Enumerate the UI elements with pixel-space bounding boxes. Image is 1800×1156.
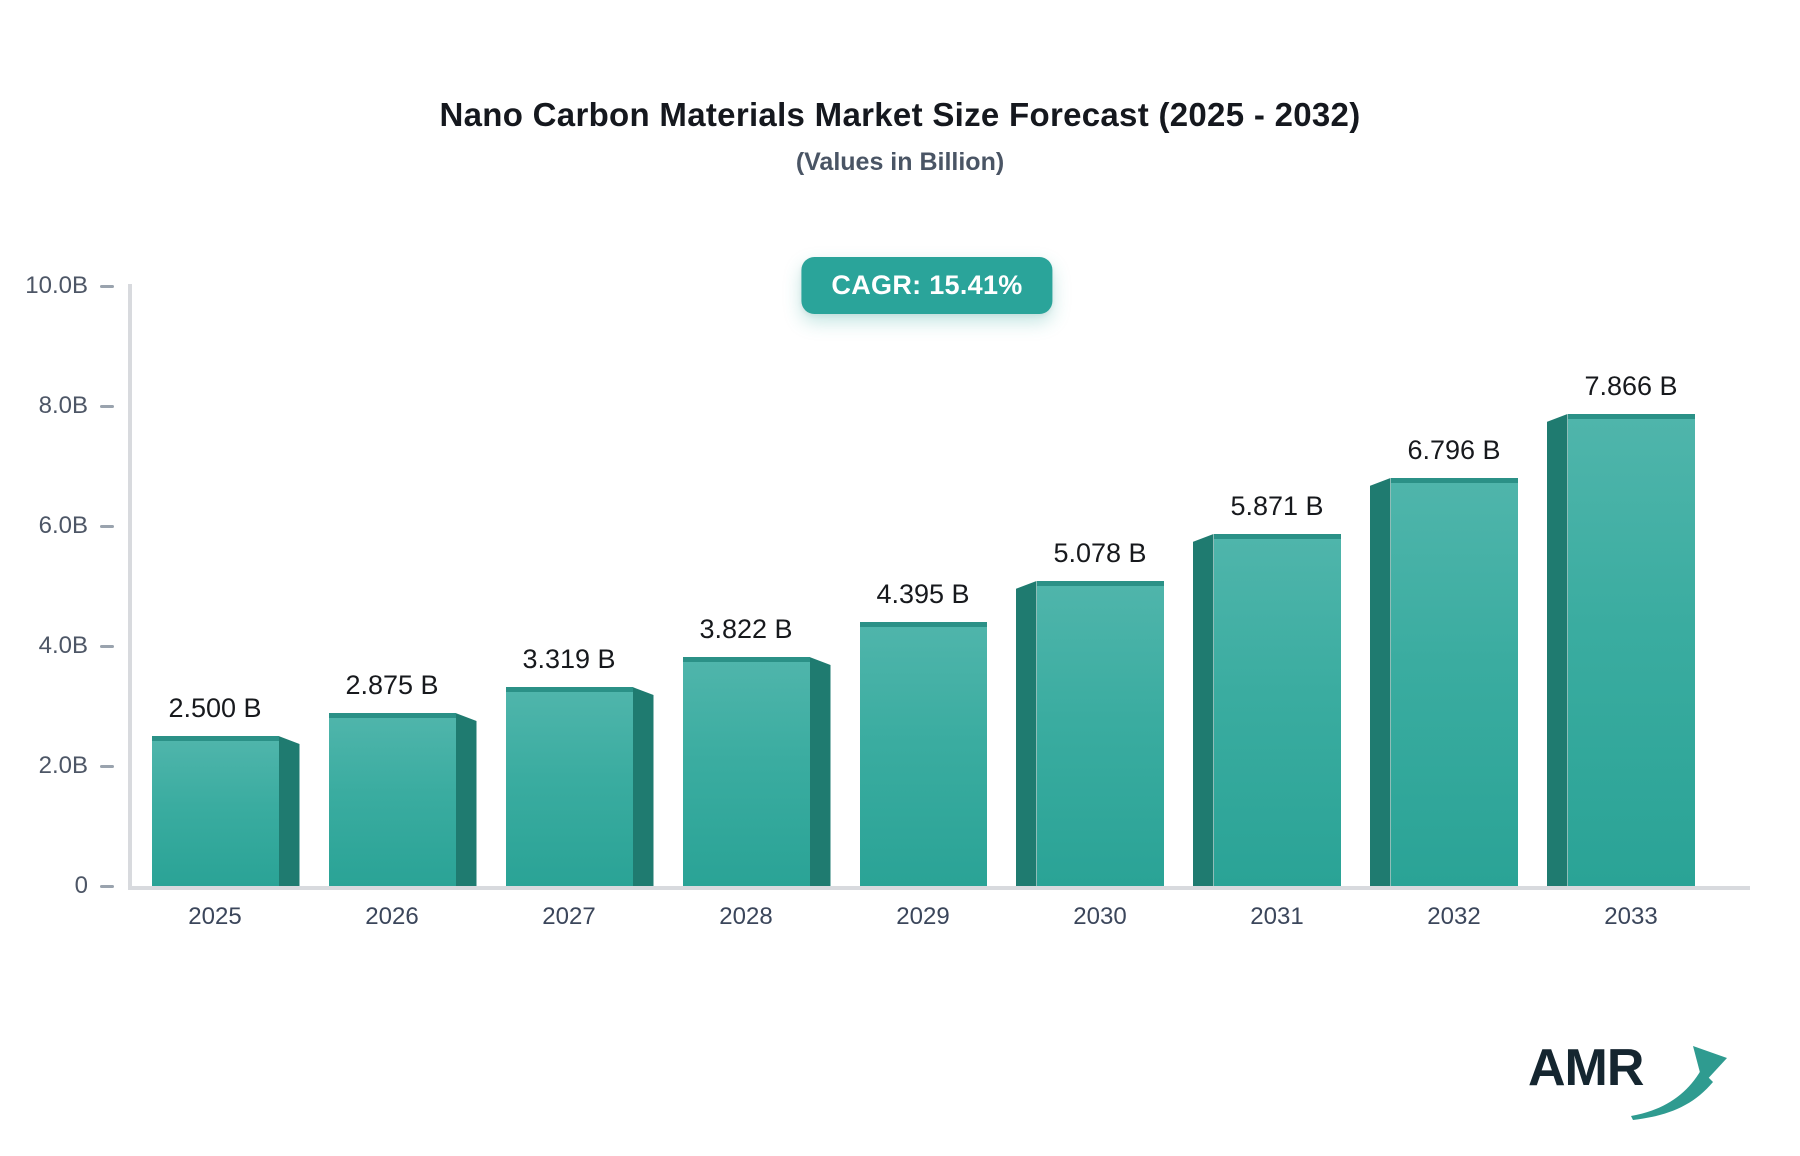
bar-2025 [151,736,279,886]
bar-2030 [1036,581,1164,886]
chart-subtitle: (Values in Billion) [795,148,1005,176]
x-axis-label: 2025 [188,903,242,930]
bar-side [1369,478,1391,886]
x-axis-label: 2026 [365,903,419,930]
bar-2032 [1390,478,1518,886]
bar-side [809,657,831,886]
x-axis-label: 2027 [542,903,596,930]
y-tick-mark [100,764,114,768]
amr-logo: AMR [1528,1038,1729,1120]
y-tick-mark [100,404,114,408]
x-axis-label: 2031 [1250,903,1304,930]
y-tick-mark [100,884,114,888]
bar-value-label: 2.875 B [345,670,439,700]
bar-value-label: 3.319 B [522,644,616,674]
x-axis-line [128,886,1750,890]
x-axis-label: 2032 [1427,903,1481,930]
bar-value-label: 6.796 B [1407,435,1501,465]
bar-value-label: 2.500 B [168,693,262,723]
bar-value-label: 5.078 B [1053,538,1147,568]
bar-value-label: 3.822 B [699,614,793,644]
cagr-badge: CAGR: 15.41% [801,257,1053,314]
y-tick-label: 2.0B [38,752,88,779]
bar-2031 [1213,534,1341,886]
bar-value-label: 4.395 B [876,579,970,609]
amr-logo-text: AMR [1528,1039,1644,1097]
growth-arrow-icon [1631,1046,1728,1120]
bar-side [1546,414,1568,886]
chart-title: Nano Carbon Materials Market Size Foreca… [439,96,1361,133]
bar-2027 [505,687,633,886]
y-tick-label: 0 [74,872,88,899]
bar-2026 [328,713,456,886]
bar-side [632,687,654,886]
bar-2033 [1567,414,1695,886]
y-tick-label: 8.0B [38,392,88,419]
bar-value-label: 7.866 B [1584,371,1678,401]
bar-2029 [859,622,987,886]
bar-side [1015,581,1037,886]
bar-2028 [682,657,810,886]
bar-side [1192,534,1214,886]
x-axis-label: 2033 [1604,903,1658,930]
y-tick-mark [100,524,114,528]
y-tick-mark [100,644,114,648]
y-tick-label: 6.0B [38,512,88,539]
bar-side [278,736,300,886]
bar-side [455,713,477,886]
x-axis-label: 2028 [719,903,773,930]
y-tick-mark [100,284,114,288]
y-tick-label: 10.0B [25,272,88,299]
x-axis-label: 2030 [1073,903,1127,930]
bar-value-label: 5.871 B [1230,491,1324,521]
x-axis-label: 2029 [896,903,950,930]
y-tick-label: 4.0B [38,632,88,659]
y-axis-line [128,284,132,890]
